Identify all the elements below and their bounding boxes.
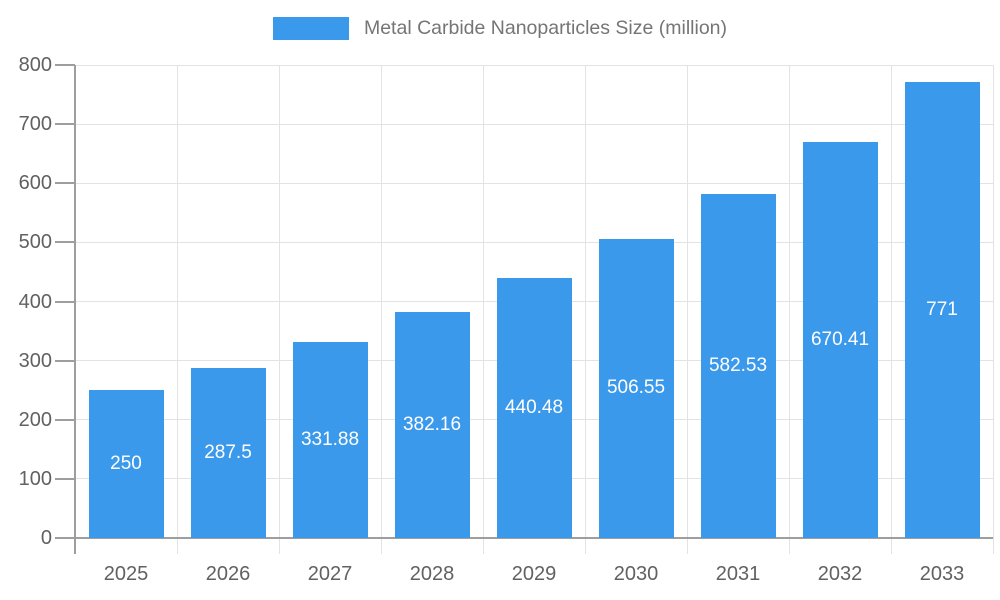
y-gridline: [75, 123, 993, 125]
y-gridline: [75, 182, 993, 184]
x-axis-label: 2028: [409, 563, 455, 585]
x-gridline: [686, 65, 688, 554]
y-tick: [55, 418, 75, 421]
y-gridline: [75, 64, 993, 66]
legend-label: Metal Carbide Nanoparticles Size (millio…: [363, 17, 728, 39]
y-tick: [55, 123, 75, 126]
bar-value-label: 287.5: [204, 442, 252, 463]
x-gridline: [380, 65, 382, 554]
bar: 331.88: [292, 341, 368, 538]
x-axis-label: 2027: [307, 563, 353, 585]
x-axis-label: 2032: [817, 563, 863, 585]
bar: 440.48: [496, 277, 572, 538]
bar-value-label: 331.88: [300, 428, 360, 450]
x-gridline: [482, 65, 484, 554]
x-axis-line: [75, 537, 993, 539]
y-axis-label: 0: [40, 527, 52, 549]
x-gridline: [278, 65, 280, 554]
bar: 506.55: [598, 238, 674, 538]
bar: 670.41: [802, 141, 878, 538]
bar-value-label: 250: [110, 453, 142, 475]
y-axis-label: 200: [18, 408, 52, 431]
y-tick: [55, 537, 75, 539]
bar-value-label: 582.53: [708, 354, 768, 376]
x-axis-label: 2030: [613, 563, 659, 585]
y-gridline: [75, 241, 993, 243]
bar: 771: [904, 82, 980, 538]
y-axis-label: 300: [18, 349, 52, 372]
y-axis-label: 700: [18, 113, 52, 136]
x-axis-label: 2029: [511, 563, 557, 585]
x-gridline: [788, 65, 790, 554]
x-gridline: [890, 65, 892, 554]
y-tick: [55, 241, 75, 244]
y-tick: [55, 359, 75, 362]
y-tick: [55, 182, 75, 185]
y-tick: [55, 64, 75, 66]
y-axis-label: 400: [18, 290, 52, 313]
x-gridline: [584, 65, 586, 554]
y-tick: [55, 477, 75, 480]
y-axis-label: 500: [18, 231, 52, 254]
bar-value-label: 382.16: [402, 414, 462, 436]
bar-value-label: 670.41: [810, 328, 870, 350]
bar: 287.5: [190, 368, 266, 538]
chart-legend: Metal Carbide Nanoparticles Size (millio…: [0, 17, 1000, 40]
bar: 382.16: [394, 312, 470, 538]
bar-value-label: 506.55: [606, 377, 666, 399]
bar-value-label: 440.48: [504, 396, 564, 418]
bar-value-label: 771: [926, 299, 958, 321]
bar: 250: [88, 390, 164, 538]
x-axis-label: 2033: [919, 563, 965, 585]
x-axis-label: 2025: [103, 563, 149, 585]
y-axis-label: 600: [18, 172, 52, 195]
y-tick: [55, 300, 75, 303]
y-axis-label: 100: [18, 467, 52, 490]
x-axis-label: 2031: [715, 563, 761, 585]
legend-swatch: [272, 17, 349, 40]
x-gridline: [176, 65, 178, 554]
x-axis-label: 2026: [205, 563, 251, 585]
x-gridline: [992, 65, 994, 554]
bar: 582.53: [700, 193, 776, 538]
y-axis-label: 800: [18, 54, 52, 76]
y-axis-line: [74, 65, 76, 554]
